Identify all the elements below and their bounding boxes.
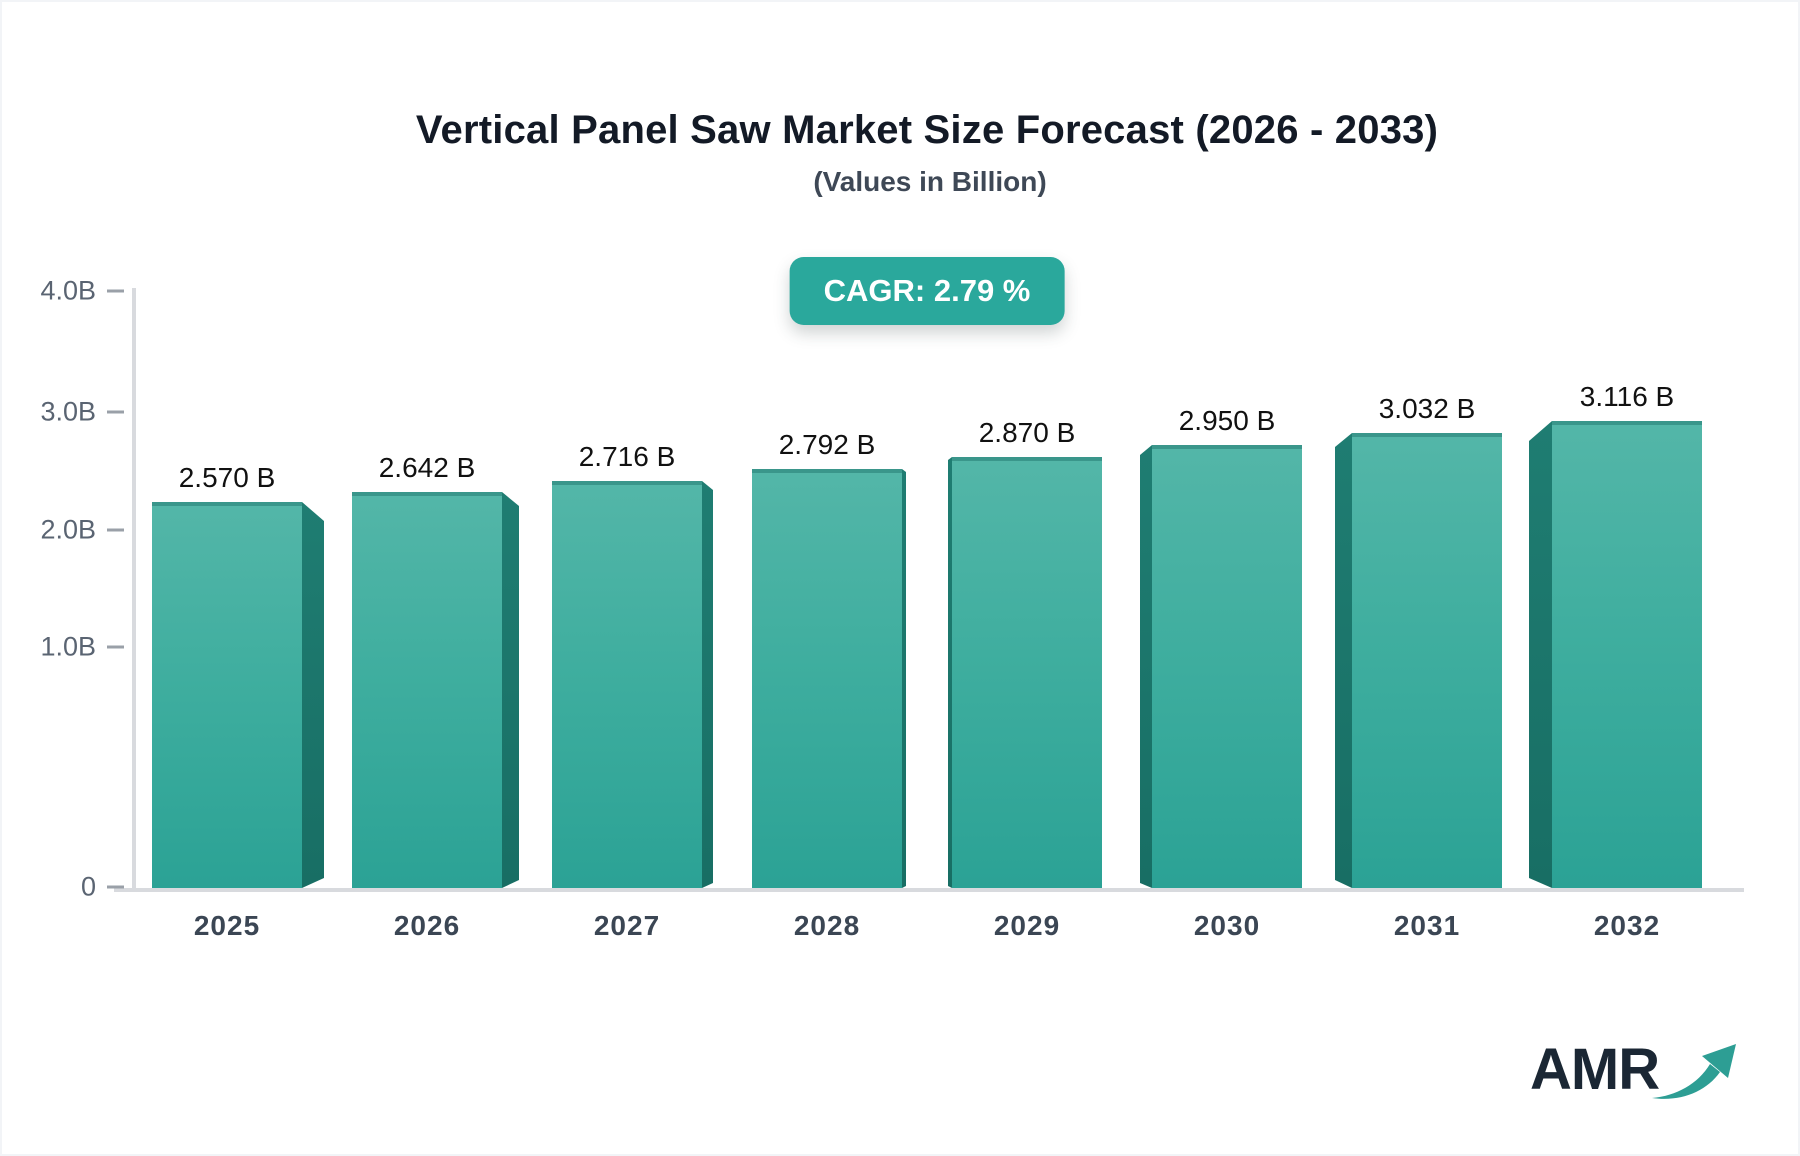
x-axis-line (114, 888, 1744, 892)
bar-value-label-2029: 2.870 B (978, 417, 1076, 448)
y-tick-mark (107, 410, 124, 414)
x-axis-label-2025: 2025 (193, 910, 261, 941)
bar-value-label-2030: 2.950 B (1178, 405, 1276, 436)
x-axis-label-2031: 2031 (1393, 910, 1461, 941)
y-tick-label: 4.0B (40, 275, 96, 306)
cagr-badge: CAGR: 2.79 % (789, 257, 1065, 325)
x-axis-label-2029: 2029 (993, 910, 1061, 941)
trend-up-arrow-icon (1652, 1044, 1736, 1099)
bar-3d-side-2025 (302, 502, 324, 888)
bar-3d-side-2028 (902, 469, 906, 888)
y-axis-line (132, 288, 136, 892)
bar-value-label-2027: 2.716 B (578, 441, 676, 472)
x-axis-label-2028: 2028 (793, 910, 861, 941)
y-tick-mark (107, 289, 124, 293)
x-axis-label-2030: 2030 (1193, 910, 1261, 941)
y-tick-label: 2.0B (40, 514, 96, 545)
x-axis-label-2032: 2032 (1593, 910, 1661, 941)
bar-2029[interactable] (952, 457, 1102, 888)
y-tick-mark (107, 645, 124, 649)
bar-value-label-2028: 2.792 B (778, 429, 876, 460)
bar-3d-side-2031 (1335, 433, 1352, 888)
brand-logo: AMR (1530, 1034, 1736, 1114)
bar-3d-side-2030 (1140, 445, 1152, 888)
bar-2030[interactable] (1152, 445, 1302, 888)
bar-3d-side-2027 (702, 481, 713, 888)
bar-3d-side-2026 (502, 492, 519, 888)
y-tick-label: 1.0B (40, 631, 96, 662)
bar-value-label-2025: 2.570 B (178, 462, 276, 493)
y-tick-mark (107, 885, 124, 889)
brand-logo-text: AMR (1530, 1037, 1660, 1102)
bar-value-label-2031: 3.032 B (1378, 393, 1476, 424)
bar-2027[interactable] (552, 481, 702, 888)
bar-value-label-2032: 3.116 B (1579, 381, 1675, 412)
bar-2026[interactable] (352, 492, 502, 888)
chart-subtitle: (Values in Billion) (813, 166, 1047, 197)
bar-2028[interactable] (752, 469, 902, 888)
bar-2031[interactable] (1352, 433, 1502, 888)
bar-2025[interactable] (152, 502, 302, 888)
bar-3d-side-2032 (1529, 421, 1552, 888)
x-axis-label-2026: 2026 (393, 910, 461, 941)
y-tick-label: 3.0B (40, 396, 96, 427)
bar-3d-side-2029 (948, 457, 952, 888)
chart-title: Vertical Panel Saw Market Size Forecast … (415, 108, 1439, 152)
y-tick-label: 0 (80, 871, 96, 902)
x-axis-label-2027: 2027 (593, 910, 661, 941)
bar-value-label-2026: 2.642 B (378, 452, 476, 483)
bar-2032[interactable] (1552, 421, 1702, 888)
y-tick-mark (107, 528, 124, 532)
